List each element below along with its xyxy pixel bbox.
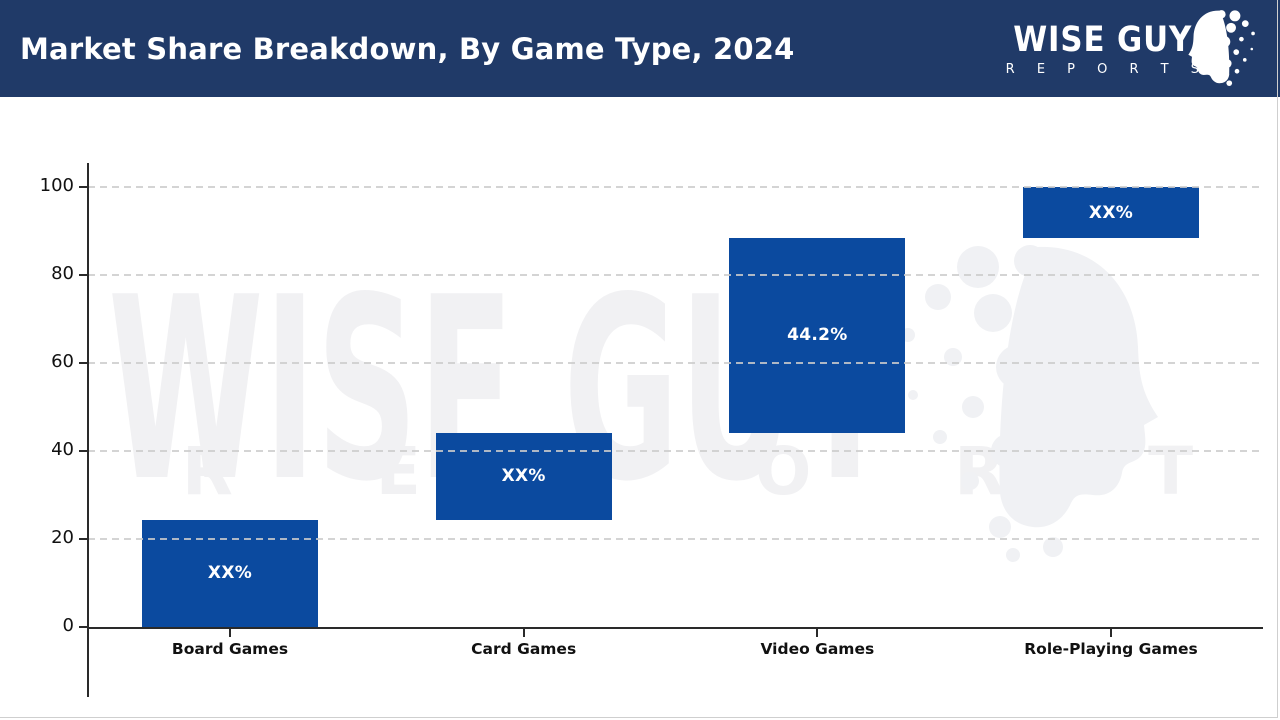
bar-video-games: 44.2% — [729, 238, 906, 433]
logo-head-icon — [1188, 9, 1255, 86]
y-axis-tick-label: 60 — [51, 351, 74, 372]
y-axis-tick-label: 40 — [51, 439, 74, 460]
page-title: Market Share Breakdown, By Game Type, 20… — [20, 31, 795, 66]
y-axis-spine — [87, 163, 89, 697]
wise-guy-reports-logo: WISE GUY R E P O R T S — [997, 0, 1270, 97]
y-axis-tick — [79, 626, 87, 628]
x-axis-category-label: Role-Playing Games — [1024, 640, 1198, 658]
watermark-head-graphic — [901, 245, 1158, 562]
bar-board-games: XX% — [142, 519, 318, 627]
y-axis-tick — [79, 362, 87, 364]
y-axis-tick — [79, 186, 87, 188]
x-axis-category-label: Board Games — [171, 640, 289, 658]
bar-value-label: XX% — [1088, 202, 1134, 223]
gridline — [88, 450, 1262, 452]
bar-card-games: XX% — [435, 432, 612, 520]
x-axis-tick — [1110, 629, 1112, 637]
x-axis-category-label: Video Games — [760, 640, 875, 658]
gridline — [88, 538, 1262, 540]
y-axis-tick-label: 0 — [62, 615, 74, 636]
y-axis-tick-label: 100 — [39, 175, 74, 196]
bar-value-label: XX% — [501, 466, 546, 487]
x-axis-tick — [522, 629, 525, 637]
y-axis-tick — [79, 538, 87, 540]
gridline — [88, 362, 1262, 364]
bar-value-label: XX% — [207, 563, 253, 584]
y-axis-tick-label: 20 — [51, 527, 74, 548]
y-axis-tick — [79, 450, 87, 452]
y-axis-tick-label: 80 — [51, 263, 74, 284]
header-band: Market Share Breakdown, By Game Type, 20… — [0, 0, 1280, 97]
chart-area: WISE GUY R E P O R T S 020406080100XX%Bo… — [0, 97, 1280, 720]
x-axis-tick — [229, 629, 231, 637]
x-axis-tick — [816, 629, 819, 637]
gridline — [88, 186, 1262, 188]
x-axis-spine — [87, 627, 1263, 629]
logo-text: WISE GUY R E P O R T S — [997, 20, 1208, 77]
bar-role-playing-games: XX% — [1023, 187, 1199, 239]
x-axis-category-label: Card Games — [471, 640, 577, 658]
y-axis-tick — [79, 274, 87, 276]
logo-subtitle: R E P O R T S — [1005, 62, 1208, 77]
logo-wordmark: WISE GUY — [1012, 20, 1192, 60]
bar-value-label: 44.2% — [787, 325, 848, 346]
gridline — [88, 274, 1262, 276]
